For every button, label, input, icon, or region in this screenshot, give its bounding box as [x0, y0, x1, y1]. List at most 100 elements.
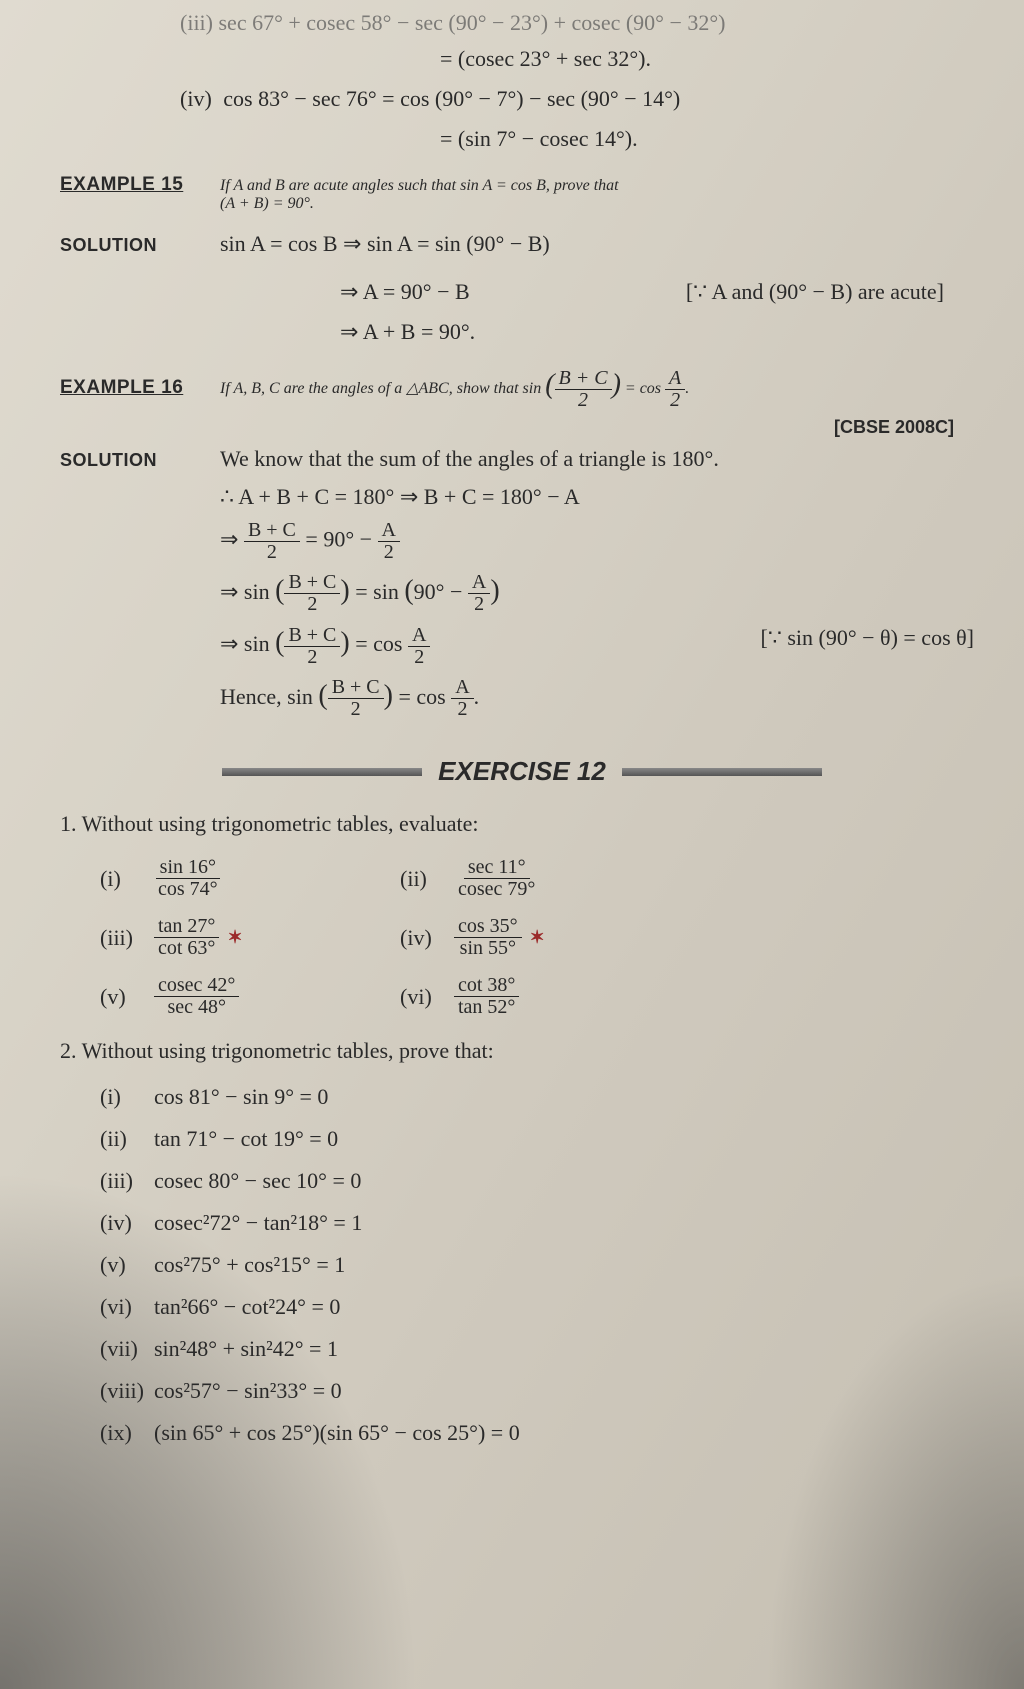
ex16-text: If A, B, C are the angles of a △ABC, sho… — [220, 380, 541, 397]
mark-icon: ✶ — [227, 927, 242, 948]
ex15-text1: If A and B are acute angles such that si… — [220, 177, 619, 194]
s3-arg2a: 90° − — [414, 579, 468, 604]
q2-expr: cosec 80° − sec 10° = 0 — [154, 1168, 361, 1194]
q1-frac: sec 11°cosec 79° — [454, 857, 539, 900]
q2-expr: cos²57° − sin²33° = 0 — [154, 1378, 342, 1404]
s2-frac2: A 2 — [378, 520, 400, 563]
frac-den: 2 — [263, 542, 281, 563]
s4-note: [∵ sin (90° − θ) = cos θ] — [761, 621, 975, 667]
frac-num: A — [408, 625, 430, 647]
cbse-tag: [CBSE 2008C] — [60, 417, 954, 438]
roman: (iii) — [100, 925, 148, 951]
roman: (iv) — [400, 925, 448, 951]
ex15-sol2: ⇒ A = 90° − B — [340, 275, 470, 309]
cut-top-line: (iii) sec 67° + cosec 58° − sec (90° − 2… — [60, 10, 984, 36]
q2-expr: tan 71° − cot 19° = 0 — [154, 1126, 338, 1152]
q2-item: (viii)cos²57° − sin²33° = 0 — [100, 1378, 550, 1404]
exercise-title: EXERCISE 12 — [438, 756, 606, 787]
frac-den: tan 52° — [454, 997, 519, 1018]
q2-item: (ii)tan 71° − cot 19° = 0 — [100, 1126, 550, 1152]
iv-label: (iv) — [180, 86, 212, 111]
roman: (iv) — [100, 1210, 148, 1236]
q2-item: (iv)cosec²72° − tan²18° = 1 — [100, 1210, 550, 1236]
roman: (ii) — [400, 866, 448, 892]
ex16-s1: ∴ A + B + C = 180° ⇒ B + C = 180° − A — [60, 480, 984, 514]
ex16-end: . — [685, 380, 689, 397]
frac-den: 2 — [666, 390, 684, 411]
ex16-sol-intro: We know that the sum of the angles of a … — [220, 446, 984, 472]
q2-expr: cos²75° + cos²15° = 1 — [154, 1252, 345, 1278]
s4-frac2: A 2 — [408, 625, 430, 668]
ex16-s4: ⇒ sin ( B + C 2 ) = cos A 2 [∵ sin (90° … — [60, 621, 984, 667]
ex15-text2: (A + B) = 90°. — [220, 195, 314, 212]
frac-num: sin 16° — [156, 857, 220, 879]
ex15-sol-body: sin A = cos B ⇒ sin A = sin (90° − B) — [220, 221, 984, 267]
frac-den: 2 — [410, 647, 428, 668]
frac-num: A — [451, 677, 473, 699]
q2-expr: sin²48° + sin²42° = 1 — [154, 1336, 338, 1362]
q2-item: (vii)sin²48° + sin²42° = 1 — [100, 1336, 550, 1362]
q2-expr: cosec²72° − tan²18° = 1 — [154, 1210, 362, 1236]
frac-den: 2 — [303, 594, 321, 615]
exercise-header: EXERCISE 12 — [60, 756, 984, 787]
frac-den: 2 — [453, 699, 471, 720]
frac-den: sin 55° — [456, 938, 520, 959]
frac-num: B + C — [244, 520, 300, 542]
q2-expr: (sin 65° + cos 25°)(sin 65° − cos 25°) =… — [154, 1420, 520, 1446]
roman: (vi) — [400, 984, 448, 1010]
q2-items: (i)cos 81° − sin 9° = 0(ii)tan 71° − cot… — [100, 1076, 984, 1454]
s4-mid: = cos — [355, 631, 402, 656]
roman: (ii) — [100, 1126, 148, 1152]
exercise-bar-left — [222, 768, 422, 776]
s3-frac2: A 2 — [468, 572, 490, 615]
iv-result: = (sin 7° − cosec 14°). — [60, 122, 984, 156]
frac-num: B + C — [284, 572, 340, 594]
q1-items: (i)sin 16°cos 74°(ii)sec 11°cosec 79°(ii… — [100, 849, 984, 1026]
example-16-row: EXAMPLE 16 If A, B, C are the angles of … — [60, 368, 984, 411]
q1-item: (ii)sec 11°cosec 79° — [400, 857, 700, 900]
q2-item: (vi)tan²66° − cot²24° = 0 — [100, 1294, 550, 1320]
frac-den: 2 — [574, 390, 592, 411]
q1-frac: cosec 42°sec 48° — [154, 975, 239, 1018]
s4-pre: ⇒ sin — [220, 631, 270, 656]
ex16-s3: ⇒ sin ( B + C 2 ) = sin (90° − A 2 ) — [60, 569, 984, 615]
roman: (i) — [100, 866, 148, 892]
s5-end: . — [474, 684, 480, 709]
roman: (i) — [100, 1084, 148, 1110]
ex16-s5: Hence, sin ( B + C 2 ) = cos A 2 . — [60, 674, 984, 720]
s2-pre: ⇒ — [220, 526, 244, 551]
frac-num: cos 35° — [454, 916, 522, 938]
exercise-bar-right — [622, 768, 822, 776]
s5-mid: = cos — [398, 684, 445, 709]
frac-num: B + C — [328, 677, 384, 699]
example-15-text: If A and B are acute angles such that si… — [220, 177, 984, 213]
frac-den: cos 74° — [154, 879, 222, 900]
frac-den: 2 — [470, 594, 488, 615]
q2-item: (ix)(sin 65° + cos 25°)(sin 65° − cos 25… — [100, 1420, 550, 1446]
roman: (v) — [100, 984, 148, 1010]
s2-frac1: B + C 2 — [244, 520, 300, 563]
s5-pre: Hence, sin — [220, 684, 313, 709]
ex15-sol1: sin A = cos B ⇒ sin A = sin (90° − B) — [220, 227, 984, 261]
frac-num: A — [468, 572, 490, 594]
frac-num: cosec 42° — [154, 975, 239, 997]
top-line1: = (cosec 23° + sec 32°). — [60, 42, 984, 76]
ex15-sol2-row: ⇒ A = 90° − B [∵ A and (90° − B) are acu… — [60, 275, 984, 309]
roman: (vi) — [100, 1294, 148, 1320]
q1-frac: cot 38°tan 52° — [454, 975, 519, 1018]
mark-icon: ✶ — [530, 927, 545, 948]
ex15-solution-row: SOLUTION sin A = cos B ⇒ sin A = sin (90… — [60, 221, 984, 267]
example-15-row: EXAMPLE 15 If A and B are acute angles s… — [60, 174, 984, 213]
q2-text: 2. Without using trigonometric tables, p… — [60, 1038, 984, 1064]
frac-num: cot 38° — [454, 975, 519, 997]
s3-pre: ⇒ sin — [220, 579, 270, 604]
ex15-sol3: ⇒ A + B = 90°. — [60, 315, 984, 349]
frac-num: B + C — [284, 625, 340, 647]
ex16-mid: = cos — [625, 380, 661, 397]
frac-den: 2 — [380, 542, 398, 563]
roman: (viii) — [100, 1378, 148, 1404]
ex15-sol2-note: [∵ A and (90° − B) are acute] — [686, 275, 944, 309]
s5-frac2: A 2 — [451, 677, 473, 720]
ex16-sol-label: SOLUTION — [60, 450, 190, 471]
roman: (vii) — [100, 1336, 148, 1362]
